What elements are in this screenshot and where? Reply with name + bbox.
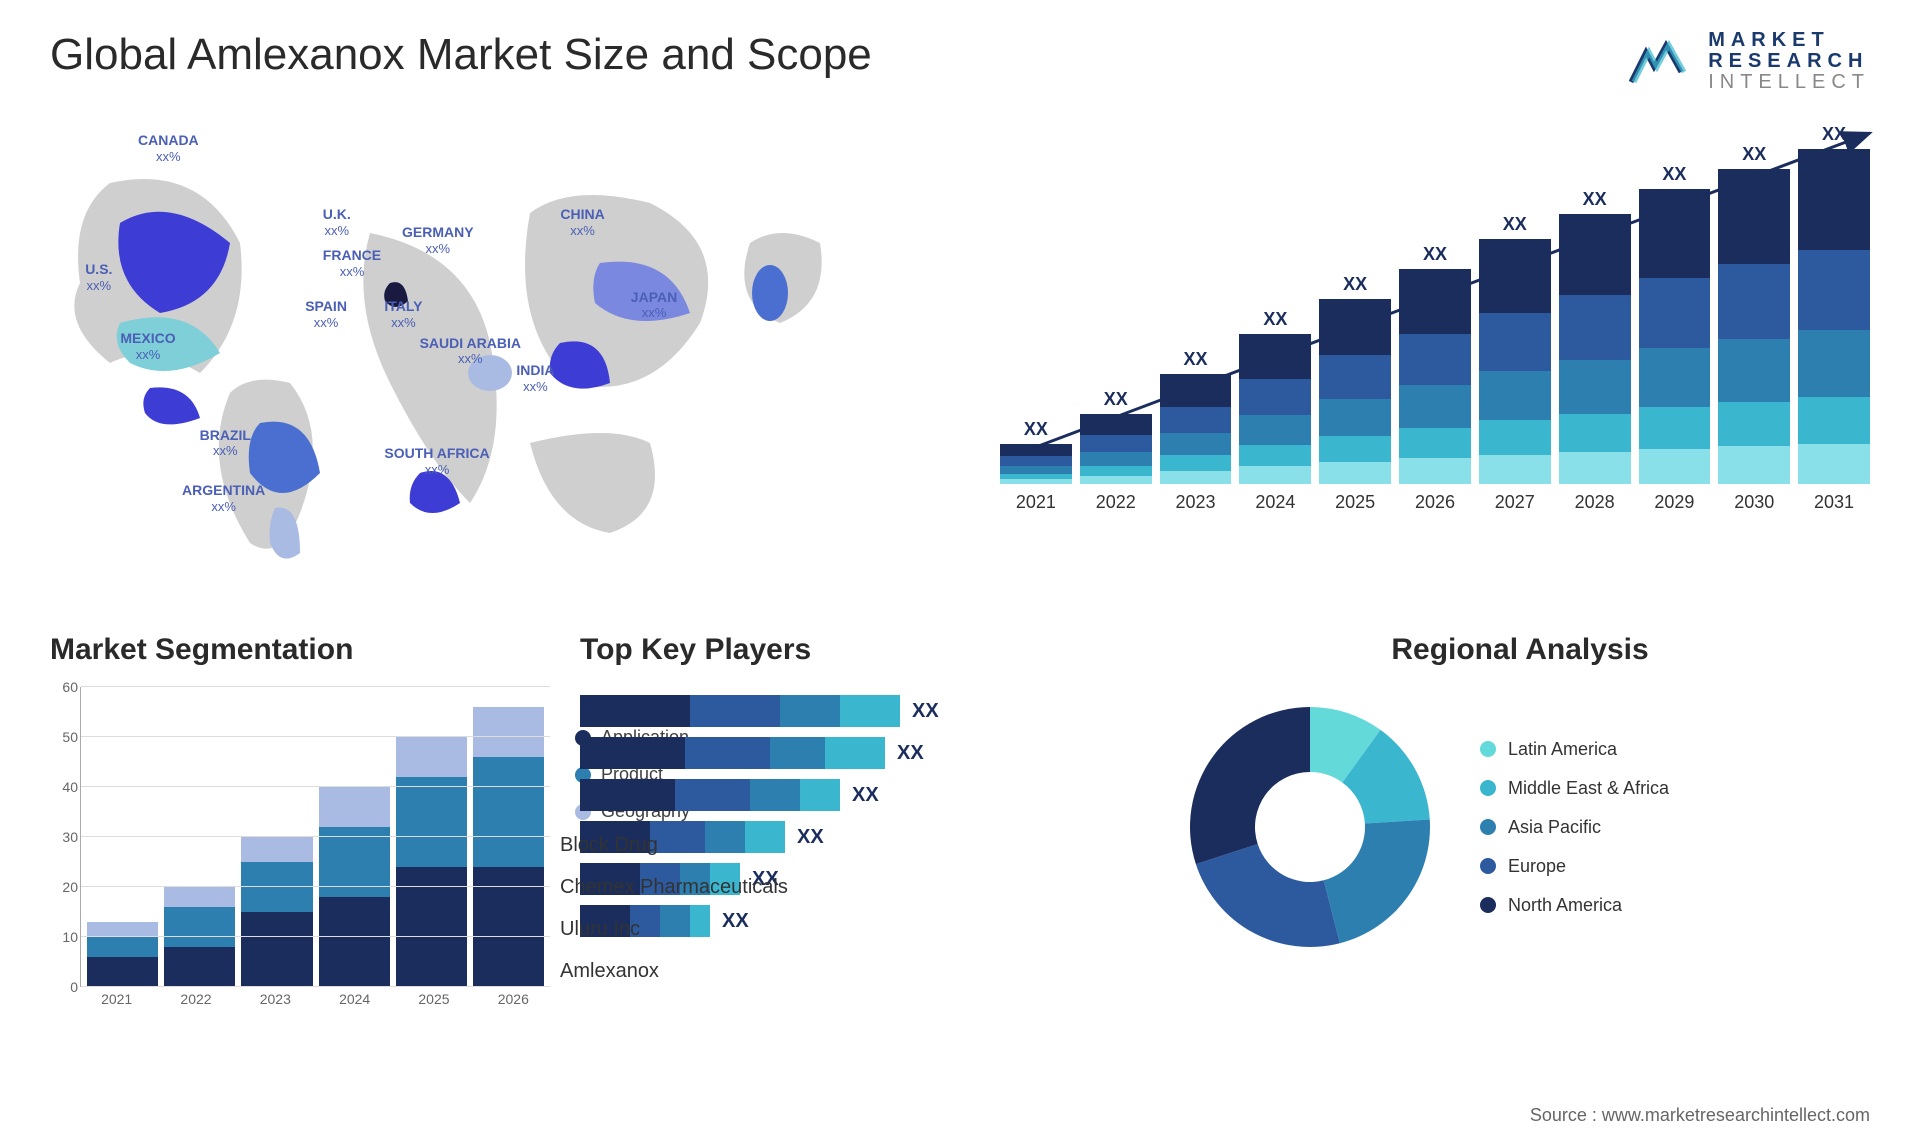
forecast-bar-2024: XX2024 (1239, 309, 1311, 513)
map-label-argentina: ARGENTINAxx% (182, 482, 265, 514)
player-bar-0: XX (580, 695, 1140, 727)
player-label-block-drug: Block Drug (560, 829, 788, 861)
donut-slice-2 (1324, 819, 1430, 943)
player-label-amlexanox: Amlexanox (560, 955, 788, 987)
forecast-bar-2027: XX2027 (1479, 214, 1551, 513)
forecast-bar-2025: XX2025 (1319, 274, 1391, 513)
logo-line-1: MARKET (1708, 30, 1870, 51)
region-legend-asia-pacific: Asia Pacific (1480, 817, 1669, 838)
seg-bar-2021 (87, 922, 158, 987)
player-bar-2: XX (580, 779, 1140, 811)
donut-slice-4 (1190, 707, 1310, 864)
region-legend-latin-america: Latin America (1480, 739, 1669, 760)
segmentation-title: Market Segmentation (50, 633, 550, 667)
map-label-mexico: MEXICOxx% (120, 330, 175, 362)
player-label-chemex-pharmaceuticals: Chemex Pharmaceuticals (560, 871, 788, 903)
map-label-saudi-arabia: SAUDI ARABIAxx% (420, 335, 521, 367)
map-label-japan: JAPANxx% (631, 289, 677, 321)
seg-bar-2024 (319, 787, 390, 987)
seg-bar-2022 (164, 887, 235, 987)
map-label-italy: ITALYxx% (384, 298, 422, 330)
forecast-bar-2023: XX2023 (1160, 349, 1232, 513)
players-title: Top Key Players (580, 633, 1140, 667)
world-map: CANADAxx% U.S.xx% MEXICOxx% BRAZILxx% ARGENT… (50, 123, 930, 583)
regional-title: Regional Analysis (1170, 633, 1870, 667)
map-label-germany: GERMANYxx% (402, 224, 474, 256)
forecast-chart: XX2021XX2022XX2023XX2024XX2025XX2026XX20… (970, 123, 1870, 583)
forecast-bar-2030: XX2030 (1718, 144, 1790, 513)
regional-chart: Latin America Middle East & Africa Asia Pa… (1170, 687, 1870, 967)
donut-slice-3 (1196, 844, 1340, 947)
map-label-u.k.: U.K.xx% (323, 206, 351, 238)
forecast-bar-2029: XX2029 (1639, 164, 1711, 513)
source-attribution: Source : www.marketresearchintellect.com (1530, 1105, 1870, 1126)
forecast-bar-2022: XX2022 (1080, 389, 1152, 513)
map-label-india: INDIAxx% (516, 362, 554, 394)
page-title: Global Amlexanox Market Size and Scope (50, 30, 872, 80)
logo-line-2: RESEARCH (1708, 51, 1870, 72)
forecast-bar-2031: XX2031 (1798, 124, 1870, 513)
map-label-spain: SPAINxx% (305, 298, 347, 330)
player-bar-1: XX (580, 737, 1140, 769)
seg-bar-2026 (473, 707, 544, 987)
map-label-china: CHINAxx% (560, 206, 604, 238)
region-legend-europe: Europe (1480, 856, 1669, 877)
brand-logo: MARKET RESEARCH INTELLECT (1626, 30, 1870, 93)
forecast-bar-2026: XX2026 (1399, 244, 1471, 513)
map-label-france: FRANCExx% (323, 247, 381, 279)
segmentation-chart: 0102030405060 ApplicationProductGeograph… (50, 687, 550, 987)
region-legend-north-america: North America (1480, 895, 1669, 916)
forecast-bar-2021: XX2021 (1000, 419, 1072, 513)
map-label-canada: CANADAxx% (138, 132, 199, 164)
forecast-bar-2028: XX2028 (1559, 189, 1631, 513)
seg-bar-2025 (396, 737, 467, 987)
players-chart: XXXXXXXXXXXX Block DrugChemex Pharmaceut… (580, 687, 1140, 987)
map-label-u.s.: U.S.xx% (85, 261, 112, 293)
region-legend-middle-east-africa: Middle East & Africa (1480, 778, 1669, 799)
seg-bar-2023 (241, 837, 312, 987)
map-label-brazil: BRAZILxx% (200, 427, 251, 459)
logo-line-3: INTELLECT (1708, 72, 1870, 93)
player-label-uluru-inc: Uluru Inc (560, 913, 788, 945)
map-label-south-africa: SOUTH AFRICAxx% (384, 445, 489, 477)
